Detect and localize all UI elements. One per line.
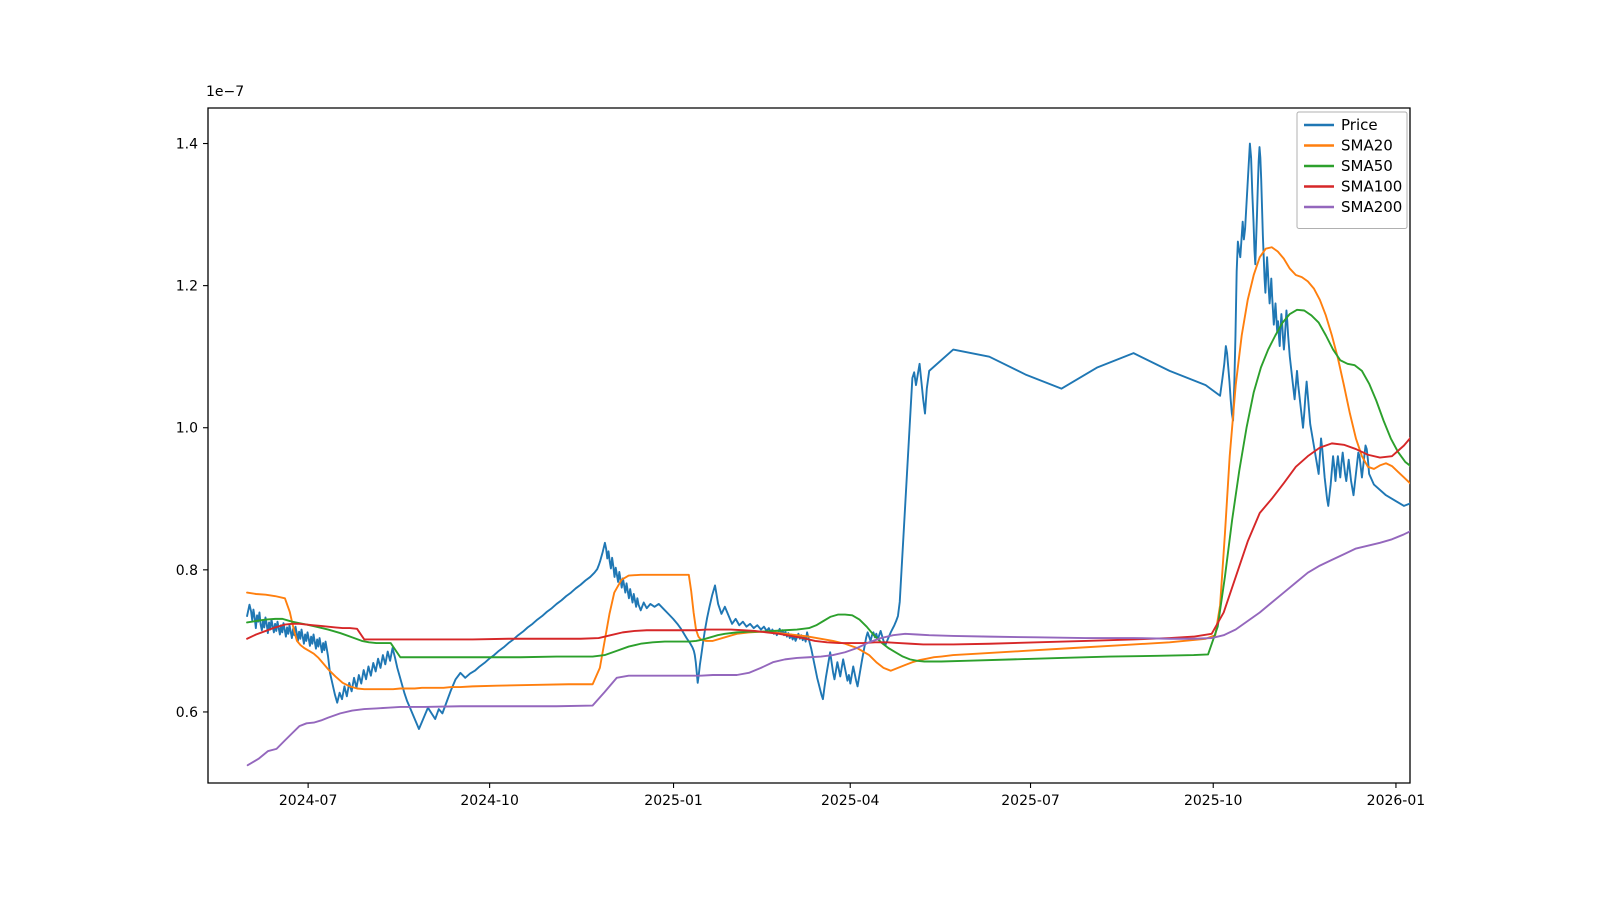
legend-item-sma100[interactable]: SMA100 [1304, 178, 1402, 196]
legend-label-sma50: SMA50 [1341, 157, 1393, 175]
x-tick-label: 2024-07 [279, 793, 338, 809]
series-line-sma100 [246, 436, 1410, 646]
x-tick-label: 2025-10 [1184, 793, 1243, 809]
y-axis-offset-label: 1e−7 [206, 84, 244, 100]
series-lines [246, 142, 1410, 767]
series-line-sma200 [246, 530, 1410, 767]
x-tick-label: 2025-04 [821, 793, 880, 809]
y-tick-label: 1.0 [176, 421, 198, 437]
legend-background [1296, 111, 1408, 229]
y-tick-label: 1.4 [176, 137, 198, 153]
x-tick-label: 2026-01 [1367, 793, 1426, 809]
legend-label-sma20: SMA20 [1341, 137, 1393, 155]
legend-label-sma100: SMA100 [1341, 178, 1402, 196]
y-tick-label: 1.2 [176, 279, 198, 295]
legend-label-sma200: SMA200 [1341, 198, 1402, 216]
plot-border [207, 107, 1411, 784]
chart-legend[interactable]: Price SMA20 SMA50 SMA100 SMA200 [1296, 111, 1408, 229]
x-tick-label: 2024-10 [460, 793, 519, 809]
y-tick-label: 0.6 [176, 705, 198, 721]
series-line-sma20 [246, 246, 1410, 691]
y-tick-label: 0.8 [176, 563, 198, 579]
legend-item-sma200[interactable]: SMA200 [1304, 198, 1402, 216]
legend-item-sma50[interactable]: SMA50 [1304, 157, 1393, 175]
legend-label-price: Price [1341, 116, 1378, 134]
legend-item-price[interactable]: Price [1304, 116, 1378, 134]
axes: 0.6 0.8 1.0 1.2 1.4 1e−7 2024-07 2024-10 2025-01… [176, 84, 1425, 809]
legend-item-sma20[interactable]: SMA20 [1304, 137, 1393, 155]
x-tick-label: 2025-07 [1001, 793, 1060, 809]
x-tick-label: 2025-01 [644, 793, 703, 809]
